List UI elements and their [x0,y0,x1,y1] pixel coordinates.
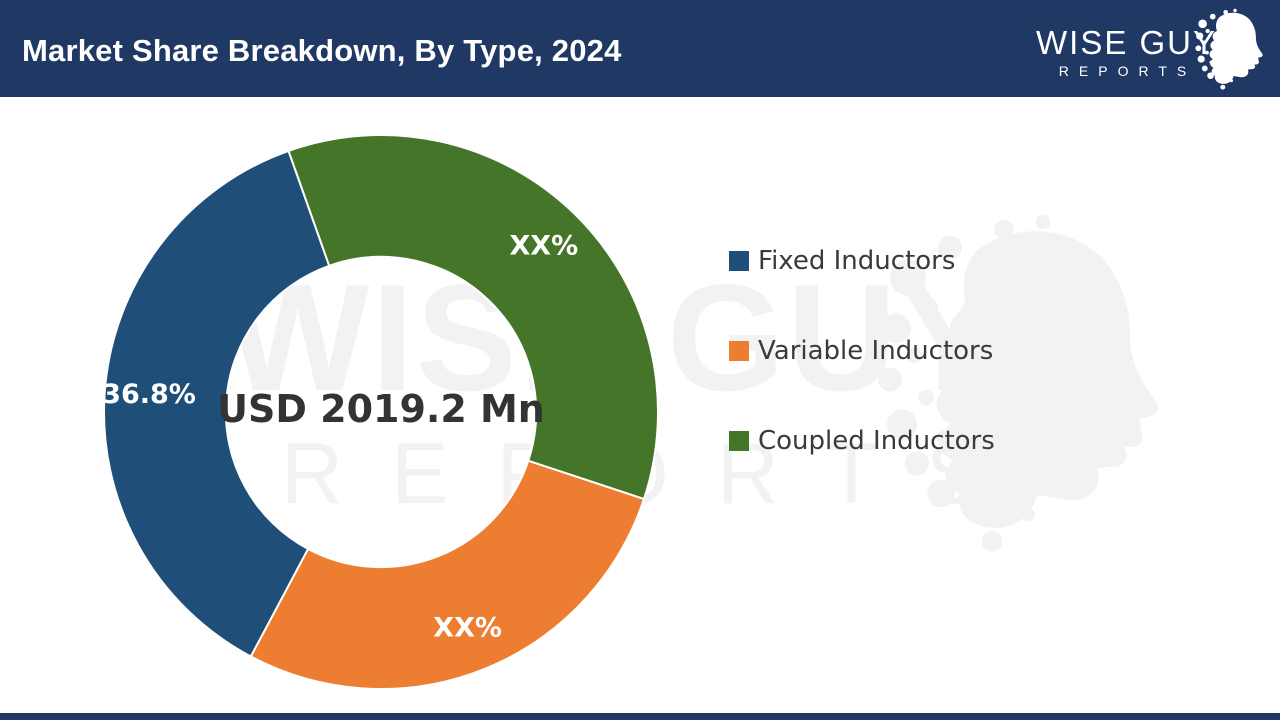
donut-label-coupled-inductors: XX% [509,230,578,261]
donut-segments [103,134,659,690]
legend-label: Variable Inductors [758,336,994,366]
donut-segment-coupled-inductors [287,134,659,500]
footer-bar [0,713,1280,720]
legend-label: Coupled Inductors [758,426,995,456]
donut-center-value: USD 2019.2 Mn [217,387,545,431]
chart-legend: Fixed Inductors Variable Inductors Coupl… [729,246,995,516]
legend-label: Fixed Inductors [758,246,956,276]
donut-label-fixed-inductors: 36.8% [102,379,196,410]
wiseguy-logo: WISE GUY REPORTS [1036,6,1266,94]
donut-chart-svg: 36.8% XX% XX% USD 2019.2 Mn [102,134,659,690]
legend-swatch-coupled-inductors [729,431,749,451]
page-title: Market Share Breakdown, By Type, 2024 [22,33,622,68]
donut-label-variable-inductors: XX% [433,613,502,644]
logo-wordmark: WISE GUY [1036,24,1218,61]
donut-chart: 36.8% XX% XX% USD 2019.2 Mn [101,132,661,692]
donut-segment-labels: 36.8% XX% XX% [102,230,578,643]
wiseguy-logo-text: WISE GUY REPORTS [1036,24,1218,80]
legend-item-coupled-inductors: Coupled Inductors [729,426,995,456]
legend-swatch-variable-inductors [729,341,749,361]
header: Market Share Breakdown, By Type, 2024 WI… [0,0,1280,97]
legend-item-variable-inductors: Variable Inductors [729,336,995,366]
donut-segment-variable-inductors [249,459,645,690]
wiseguy-face-icon [1195,8,1263,90]
logo-subtitle: REPORTS [1058,63,1197,79]
legend-swatch-fixed-inductors [729,251,749,271]
legend-item-fixed-inductors: Fixed Inductors [729,246,995,276]
donut-segment-fixed-inductors [103,149,331,658]
